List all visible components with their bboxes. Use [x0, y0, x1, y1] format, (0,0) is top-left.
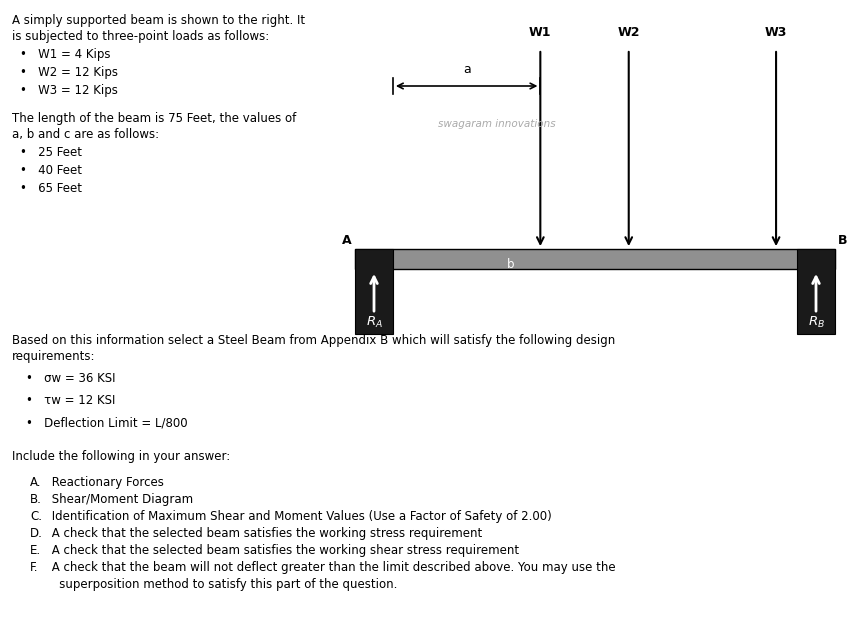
Text: l: l: [594, 298, 597, 311]
Text: A.: A.: [30, 476, 42, 489]
Text: A simply supported beam is shown to the right. It: A simply supported beam is shown to the …: [12, 14, 305, 27]
Text: requirements:: requirements:: [12, 350, 96, 363]
Text: $R_A$: $R_A$: [365, 315, 382, 330]
Bar: [797, 249, 835, 334]
Text: W3: W3: [765, 26, 787, 39]
Text: b: b: [507, 258, 515, 271]
Text: The length of the beam is 75 Feet, the values of: The length of the beam is 75 Feet, the v…: [12, 112, 296, 125]
Bar: [355, 249, 393, 334]
Text: a: a: [463, 63, 471, 76]
Text: •   W1 = 4 Kips: • W1 = 4 Kips: [20, 48, 110, 61]
Text: •   25 Feet: • 25 Feet: [20, 146, 82, 159]
Text: •   65 Feet: • 65 Feet: [20, 182, 82, 195]
Text: B.: B.: [30, 493, 42, 506]
Text: A: A: [343, 234, 352, 247]
Text: Include the following in your answer:: Include the following in your answer:: [12, 450, 231, 463]
Text: C.: C.: [30, 510, 42, 523]
Text: W2: W2: [617, 26, 640, 39]
Text: a, b and c are as follows:: a, b and c are as follows:: [12, 128, 159, 141]
Text: A check that the selected beam satisfies the working stress requirement: A check that the selected beam satisfies…: [48, 527, 483, 540]
Text: B: B: [838, 234, 847, 247]
Text: W1: W1: [529, 26, 551, 39]
Text: Reactionary Forces: Reactionary Forces: [48, 476, 164, 489]
Text: A check that the beam will not deflect greater than the limit described above. Y: A check that the beam will not deflect g…: [48, 561, 616, 574]
Text: D.: D.: [30, 527, 43, 540]
Text: •   W2 = 12 Kips: • W2 = 12 Kips: [20, 66, 118, 79]
Text: is subjected to three-point loads as follows:: is subjected to three-point loads as fol…: [12, 30, 270, 43]
Text: Identification of Maximum Shear and Moment Values (Use a Factor of Safety of 2.0: Identification of Maximum Shear and Mome…: [48, 510, 552, 523]
Text: E.: E.: [30, 544, 41, 557]
Text: •   Deflection Limit = L/800: • Deflection Limit = L/800: [26, 416, 187, 429]
Text: swagaram innovations: swagaram innovations: [438, 119, 555, 129]
Text: •   40 Feet: • 40 Feet: [20, 164, 82, 177]
Text: F.: F.: [30, 561, 38, 574]
Text: Based on this information select a Steel Beam from Appendix B which will satisfy: Based on this information select a Steel…: [12, 334, 616, 347]
Bar: [355, 249, 835, 269]
Text: Shear/Moment Diagram: Shear/Moment Diagram: [48, 493, 193, 506]
Text: A check that the selected beam satisfies the working shear stress requirement: A check that the selected beam satisfies…: [48, 544, 519, 557]
Text: •   τw = 12 KSI: • τw = 12 KSI: [26, 394, 115, 407]
Text: superposition method to satisfy this part of the question.: superposition method to satisfy this par…: [48, 578, 398, 591]
Text: •   W3 = 12 Kips: • W3 = 12 Kips: [20, 84, 118, 97]
Text: •   σw = 36 KSI: • σw = 36 KSI: [26, 372, 115, 385]
Text: c: c: [582, 278, 588, 291]
Text: $R_B$: $R_B$: [807, 315, 824, 330]
